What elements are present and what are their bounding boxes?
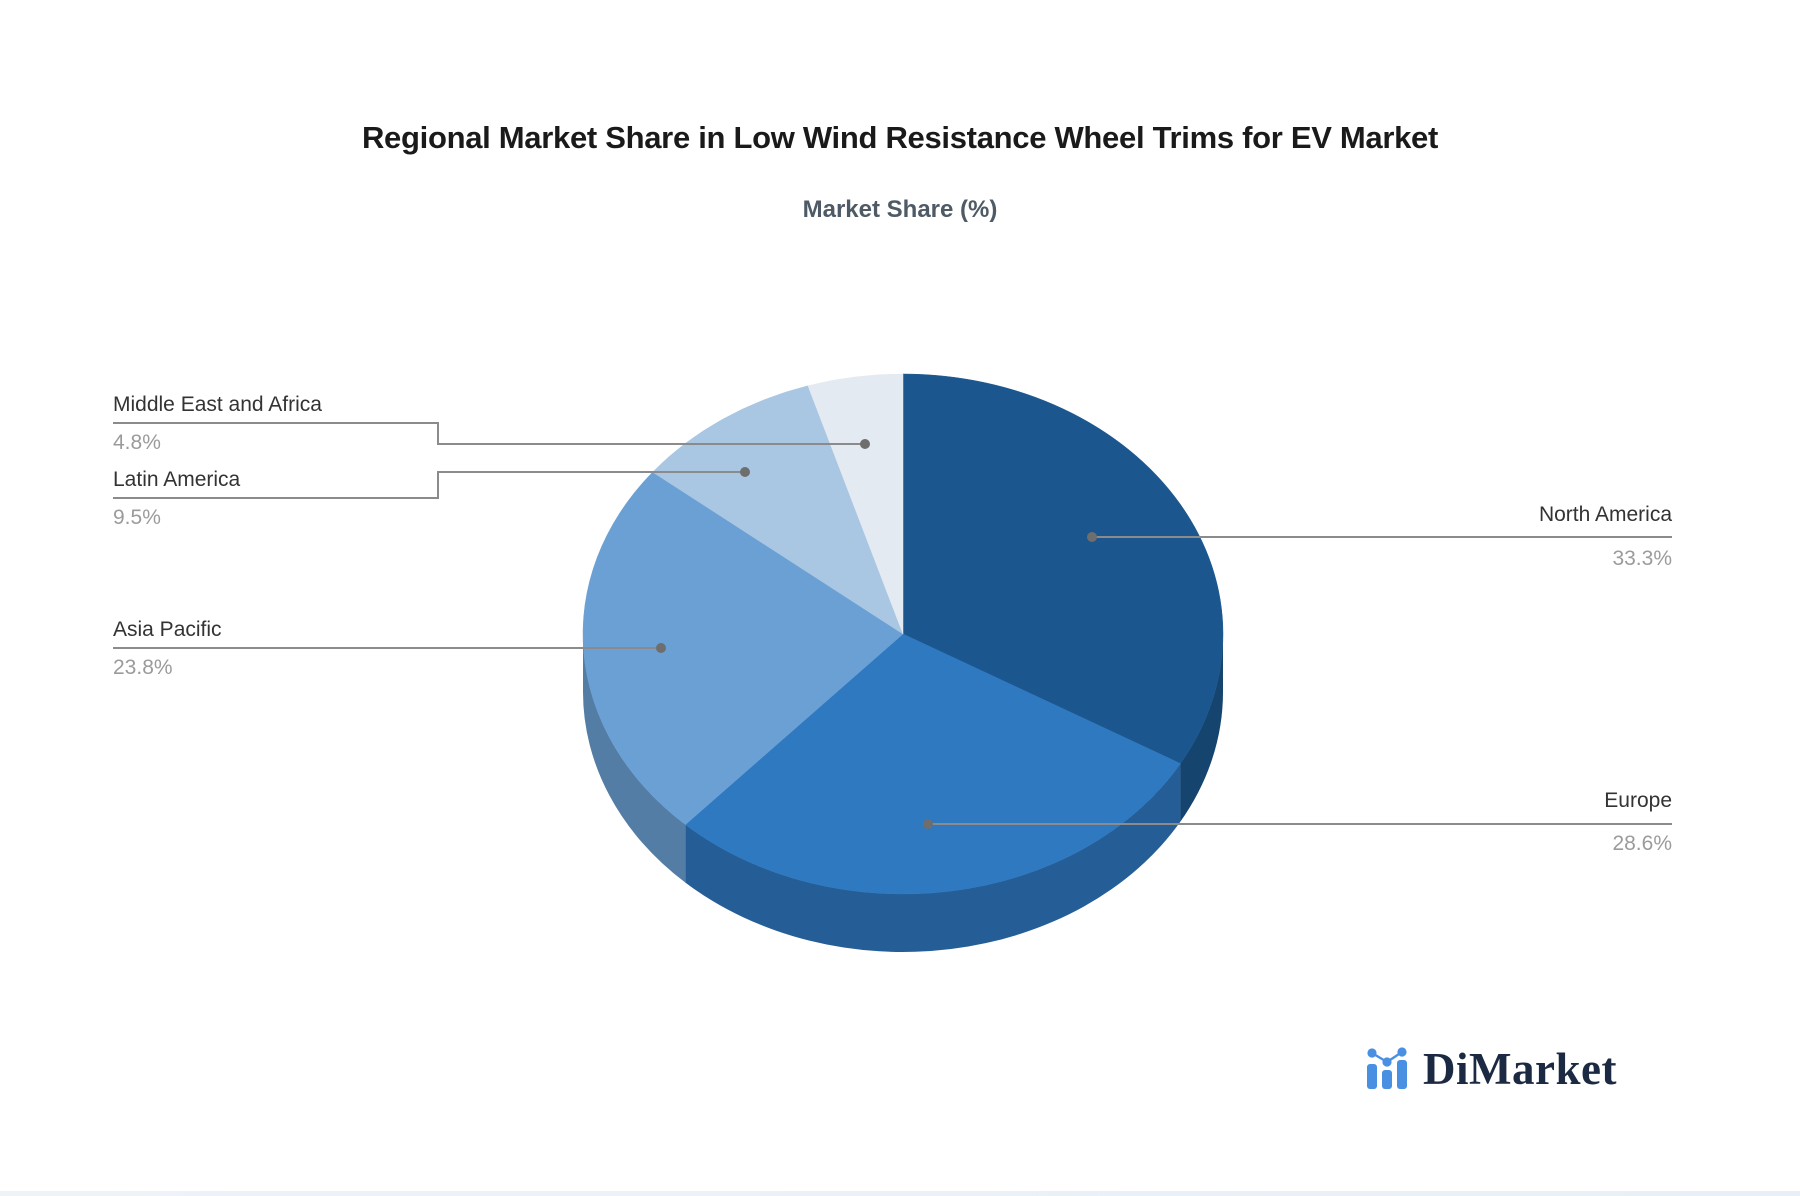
brand-logo: DiMarket bbox=[1363, 1042, 1617, 1092]
slice-label-text: Middle East and Africa bbox=[113, 393, 322, 416]
chart-subtitle: Market Share (%) bbox=[802, 196, 998, 223]
pie-slice-side-asia-pacific bbox=[583, 634, 686, 883]
slice-label-text: Latin America bbox=[113, 468, 241, 491]
pie-slice-latin-america[interactable] bbox=[652, 385, 904, 635]
bottom-strip bbox=[0, 1191, 1800, 1196]
slice-percent-text: 9.5% bbox=[113, 506, 161, 529]
connector-dot-north-america bbox=[1087, 532, 1097, 542]
connector-line-middle-east-and-africa bbox=[113, 422, 865, 445]
connector-line-latin-america bbox=[113, 471, 745, 499]
connector-dot-asia-pacific bbox=[656, 643, 666, 653]
pie-slice-europe[interactable] bbox=[685, 633, 1181, 895]
slice-label-text: Europe bbox=[1604, 789, 1672, 812]
chart-title: Regional Market Share in Low Wind Resist… bbox=[361, 120, 1439, 155]
slice-percent-text: 4.8% bbox=[113, 431, 161, 454]
pie-slice-asia-pacific[interactable] bbox=[582, 471, 904, 825]
pie-slice-middle-east-and-africa[interactable] bbox=[807, 373, 904, 635]
slice-percent-text: 33.3% bbox=[1612, 547, 1672, 570]
brand-name: DiMarket bbox=[1423, 1044, 1617, 1094]
slice-percent-text: 28.6% bbox=[1612, 832, 1672, 855]
connector-dot-europe bbox=[923, 819, 933, 829]
connector-dot-latin-america bbox=[740, 467, 750, 477]
pie-slice-side-europe bbox=[685, 763, 1181, 953]
pie-slice-north-america[interactable] bbox=[902, 373, 1224, 764]
slice-label-text: North America bbox=[1538, 503, 1672, 526]
brand-chart-icon bbox=[1367, 1047, 1407, 1089]
connector-dot-middle-east-and-africa bbox=[860, 439, 870, 449]
slice-percent-text: 23.8% bbox=[113, 656, 173, 679]
slice-label-text: Asia Pacific bbox=[113, 618, 222, 641]
